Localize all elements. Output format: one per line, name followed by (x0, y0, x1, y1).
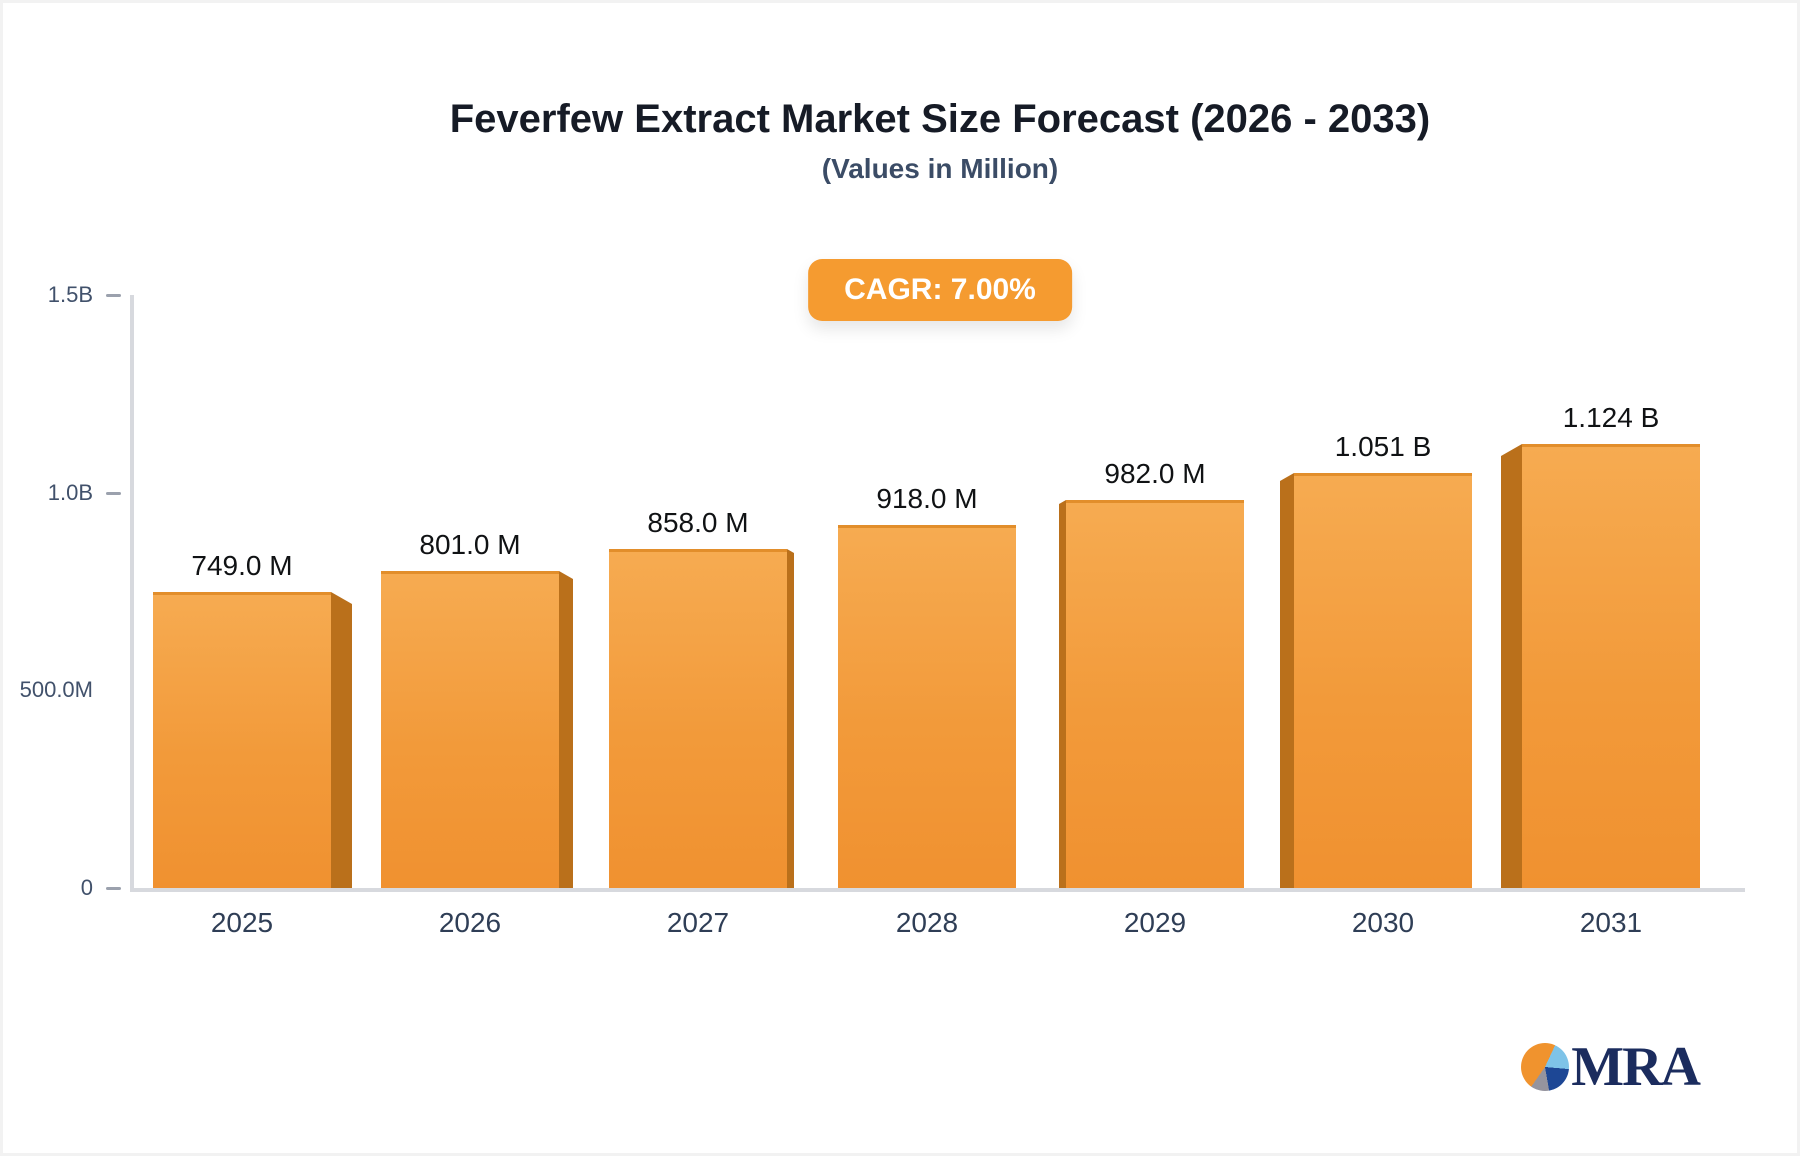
y-axis-tick-label: 1.5B (47, 282, 93, 307)
y-axis-tick-mark (106, 294, 121, 297)
logo-text: MRA (1571, 1036, 1701, 1098)
bar-value-label: 1.124 B (1562, 402, 1660, 433)
bar-value-label: 982.0 M (1104, 458, 1206, 489)
bar-2030 (1294, 473, 1472, 888)
bar-3d-side (559, 571, 573, 888)
bar-3d-side (331, 592, 352, 888)
bar-2031 (1522, 444, 1700, 888)
bar-3d-side (1501, 444, 1522, 888)
x-axis-label-2026: 2026 (438, 907, 502, 938)
bar-2029 (1066, 500, 1244, 888)
x-axis-label-2029: 2029 (1123, 907, 1187, 938)
bar-3d-side (1059, 500, 1066, 888)
bar-value-label: 749.0 M (191, 550, 293, 581)
x-axis-label-2027: 2027 (666, 907, 730, 938)
bar-2027 (609, 549, 787, 888)
bar-value-label: 858.0 M (647, 507, 749, 538)
bar-2026 (381, 571, 559, 888)
mra-logo: MRA (1521, 1036, 1701, 1098)
bar-2028 (838, 525, 1016, 888)
y-axis-line (130, 295, 134, 888)
bar-value-label: 801.0 M (419, 529, 521, 560)
x-axis-label-2030: 2030 (1351, 907, 1415, 938)
y-axis-tick-label: 500.0M (19, 677, 93, 703)
cagr-badge: CAGR: 7.00% (808, 259, 1072, 321)
pie-chart-logo-icon (1521, 1043, 1570, 1091)
bar-3d-side (1280, 473, 1294, 888)
y-axis-tick-label: 1.0B (47, 479, 93, 505)
x-axis-label-2028: 2028 (895, 907, 959, 938)
x-axis-label-2031: 2031 (1579, 907, 1643, 938)
bar-value-label: 918.0 M (876, 483, 978, 514)
bar-3d-side (787, 549, 794, 888)
y-axis-tick-mark (106, 491, 121, 495)
y-axis-tick-mark (106, 887, 121, 890)
bar-2025 (153, 592, 331, 888)
y-axis-tick-label: 0 (80, 875, 93, 900)
x-axis-label-2025: 2025 (210, 907, 274, 938)
chart-subtitle: (Values in Million) (821, 153, 1059, 184)
chart-title: Feverfew Extract Market Size Forecast (2… (449, 97, 1431, 141)
x-axis-line (130, 888, 1745, 892)
bar-value-label: 1.051 B (1334, 431, 1432, 462)
